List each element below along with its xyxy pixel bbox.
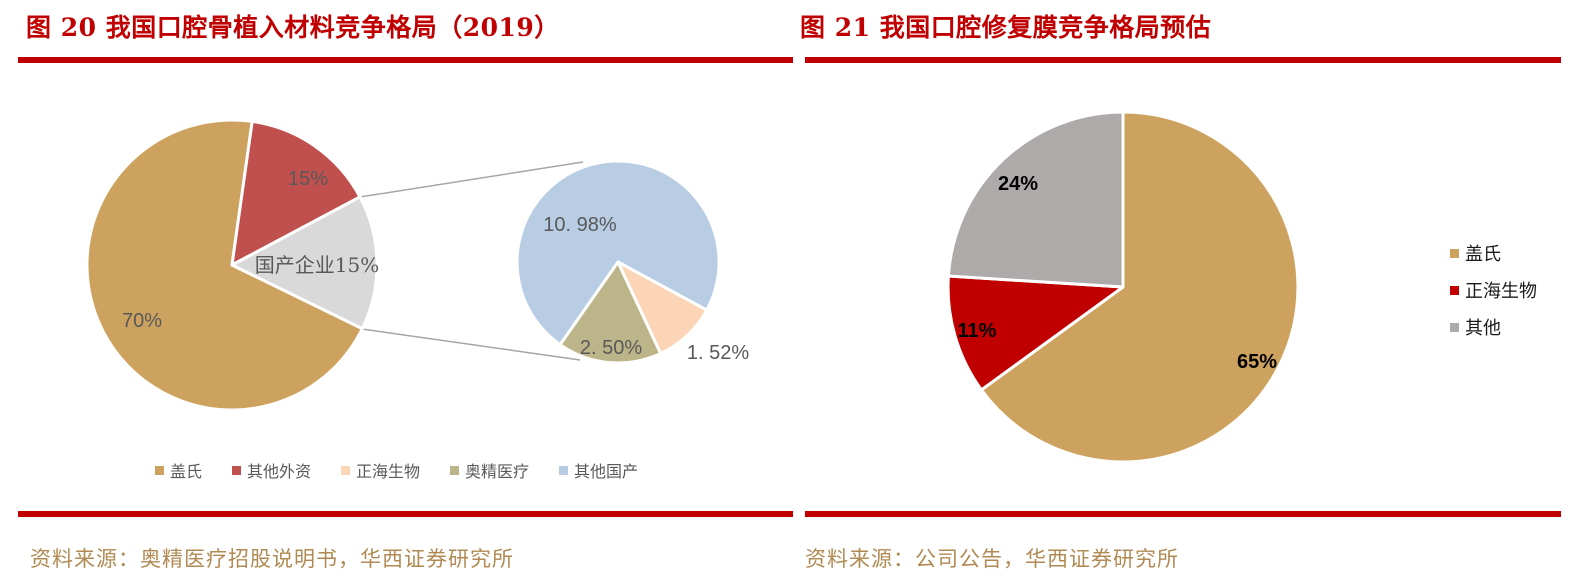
data-label-gaishi: 65%	[1237, 351, 1277, 373]
figure20-title: 图 20 我国口腔骨植入材料竞争格局（2019）	[26, 13, 560, 42]
pie-slice-aojing	[558, 260, 663, 365]
figure21-title: 图 21 我国口腔修复膜竞争格局预估	[800, 13, 1212, 42]
data-label-aojing: 2. 50%	[580, 337, 642, 359]
pie-slice-domestic	[230, 195, 379, 331]
legend-item-zhenghai: 正海生物	[340, 458, 420, 482]
legend-label: 其他	[1465, 318, 1501, 339]
pie-slice-zhenghai	[616, 260, 709, 355]
connector-line-bottom	[361, 328, 581, 361]
legend-item-other-domestic: 其他国产	[559, 458, 638, 482]
figure21-panel: 图 21 我国口腔修复膜竞争格局预估 24% 11% 65% 盖氏 正海生物 其…	[800, 0, 1572, 585]
legend-swatch-rect	[231, 465, 241, 475]
connector-line-top	[359, 161, 584, 198]
legend-label: 奥精医疗	[465, 462, 530, 481]
legend-swatch-other-foreign	[231, 465, 241, 475]
legend-label: 盖氏	[1465, 244, 1501, 265]
pie-slice-other-domestic	[515, 159, 721, 347]
pie-slice-gaishi	[979, 110, 1300, 464]
figure20-chart: 15% 国产企业15% 70% 10. 98% 2. 50% 1. 52%	[85, 118, 749, 412]
legend-item-aojing: 奥精医疗	[450, 458, 529, 482]
data-label-zhenghai: 1. 52%	[687, 342, 749, 364]
figure21-chart: 24% 11% 65%	[946, 110, 1300, 464]
data-label-other-domestic: 10. 98%	[543, 214, 617, 236]
legend-swatch-other-domestic	[559, 465, 569, 475]
legend-item-gaishi: 盖氏	[154, 458, 202, 482]
legend-label: 正海生物	[355, 462, 420, 481]
figure21-legend: 盖氏 正海生物 其他	[1450, 240, 1537, 340]
figure21-bottom-rule	[805, 511, 1561, 517]
legend-item-other-foreign: 其他外资	[231, 458, 311, 482]
data-label-domestic: 国产企业15%	[255, 253, 379, 277]
pie-slice-zhenghai	[946, 274, 1125, 392]
figure20-bottom-rule	[18, 511, 793, 517]
data-label-gaishi: 70%	[122, 310, 162, 332]
data-label-other: 24%	[998, 173, 1038, 195]
figure21-top-rule	[805, 57, 1561, 63]
figure20-source: 资料来源：奥精医疗招股说明书，华西证券研究所	[30, 547, 514, 571]
figure20-top-rule	[18, 57, 793, 63]
pie-slice-gaishi	[85, 118, 364, 412]
figure21-source: 资料来源：公司公告，华西证券研究所	[805, 547, 1179, 571]
legend-swatch-rect	[1450, 285, 1459, 295]
legend-item-other: 其他	[1450, 314, 1537, 340]
legend-swatch-rect	[340, 465, 350, 475]
legend-swatch-zhenghai	[340, 465, 350, 475]
figure20-panel: 图 20 我国口腔骨植入材料竞争格局（2019） 15% 国产企业15% 70%…	[18, 13, 793, 571]
data-label-other-foreign: 15%	[288, 168, 328, 190]
legend-item-zhenghai: 正海生物	[1450, 277, 1537, 303]
legend-swatch-rect	[450, 465, 459, 475]
legend-label: 盖氏	[169, 462, 202, 481]
data-label-zhenghai: 11%	[958, 320, 997, 342]
legend-item-gaishi: 盖氏	[1450, 240, 1537, 266]
legend-swatch-rect	[559, 465, 569, 475]
legend-swatch-other	[1450, 322, 1459, 332]
legend-swatch-aojing	[450, 465, 459, 475]
legend-label: 正海生物	[1465, 281, 1537, 302]
pie-slice-other	[946, 110, 1125, 289]
legend-swatch-rect	[1450, 248, 1459, 258]
legend-swatch-rect	[1450, 322, 1459, 332]
legend-swatch-gaishi	[154, 465, 164, 475]
pie-slice-other-foreign	[230, 119, 362, 267]
legend-label: 其他外资	[246, 462, 311, 481]
legend-label: 其他国产	[574, 462, 639, 481]
legend-swatch-zhenghai	[1450, 285, 1459, 295]
figure20-legend: 盖氏 其他外资 正海生物 奥精医疗 其他国产	[30, 458, 763, 482]
legend-swatch-rect	[154, 465, 164, 475]
legend-swatch-gaishi	[1450, 248, 1459, 258]
